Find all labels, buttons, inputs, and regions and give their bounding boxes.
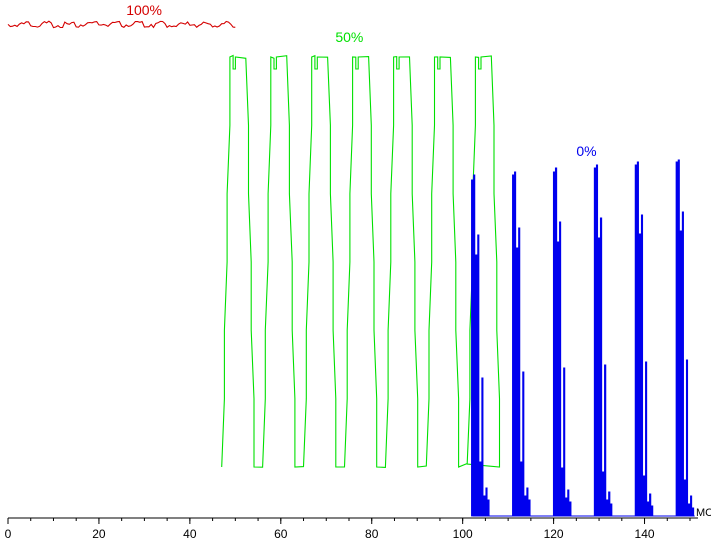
- x-tick-label: 60: [274, 527, 288, 541]
- x-tick-label: 140: [635, 527, 655, 541]
- x-tick-label: 100: [453, 527, 473, 541]
- chart-svg: 0 20 40 60 80 100 120 140 MC 100% 50% 0%: [0, 0, 711, 559]
- x-axis-label: MC: [696, 507, 711, 519]
- x-tick-label: 80: [365, 527, 379, 541]
- series-label-50pct: 50%: [335, 29, 363, 45]
- x-tick-label: 40: [183, 527, 197, 541]
- x-tick-label: 20: [92, 527, 106, 541]
- waveform-chart: 0 20 40 60 80 100 120 140 MC 100% 50% 0%: [0, 0, 711, 559]
- x-tick-label: 0: [5, 527, 12, 541]
- x-tick-label: 120: [544, 527, 564, 541]
- series-label-100pct: 100%: [126, 2, 162, 18]
- series-label-0pct: 0%: [576, 143, 596, 159]
